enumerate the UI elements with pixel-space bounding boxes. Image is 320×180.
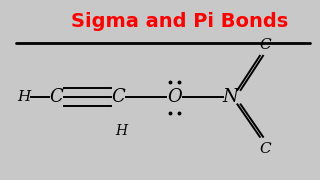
Text: C: C [112, 88, 125, 106]
Text: H: H [17, 90, 31, 104]
Text: N: N [222, 88, 238, 106]
Text: O: O [167, 88, 182, 106]
Text: C: C [49, 88, 63, 106]
Text: H: H [116, 124, 128, 138]
Text: Sigma and Pi Bonds: Sigma and Pi Bonds [71, 12, 288, 31]
Text: C: C [260, 142, 271, 156]
Text: C: C [260, 38, 271, 52]
